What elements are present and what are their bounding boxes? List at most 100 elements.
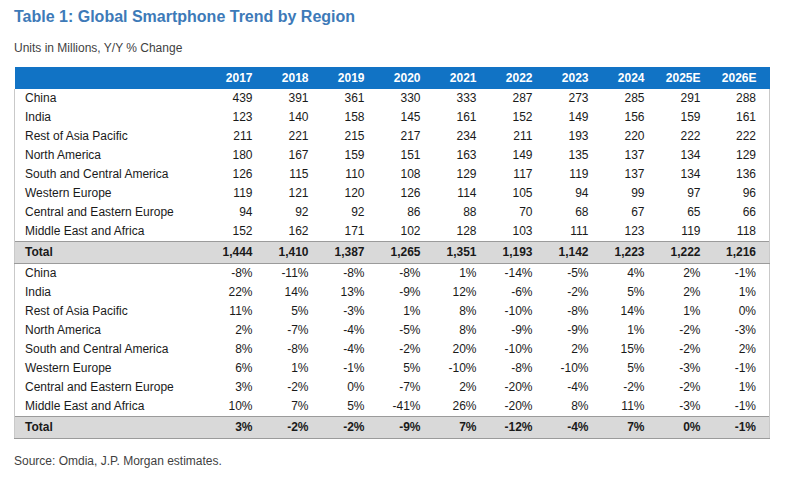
cell-value: 129 bbox=[434, 165, 490, 184]
cell-value: 134 bbox=[658, 146, 714, 165]
table-row: South and Central America126115110108129… bbox=[15, 165, 770, 184]
cell-value: -9% bbox=[546, 321, 602, 340]
table-row: Western Europe11912112012611410594999796 bbox=[15, 184, 770, 203]
table-row: China-8%-11%-8%-8%1%-14%-5%4%2%-1% bbox=[15, 264, 770, 284]
cell-value: -4% bbox=[322, 321, 378, 340]
cell-value: -2% bbox=[602, 378, 658, 397]
cell-value: -4% bbox=[322, 340, 378, 359]
cell-value: 14% bbox=[602, 302, 658, 321]
table-title: Table 1: Global Smartphone Trend by Regi… bbox=[14, 7, 795, 26]
table-subtitle: Units in Millions, Y/Y % Change bbox=[14, 41, 795, 55]
cell-value: 26% bbox=[434, 397, 490, 417]
cell-value: 215 bbox=[322, 127, 378, 146]
row-label: China bbox=[15, 264, 210, 284]
cell-value: -9% bbox=[378, 417, 434, 439]
cell-value: 20% bbox=[434, 340, 490, 359]
row-label: South and Central America bbox=[15, 165, 210, 184]
header-year-cell: 2025E bbox=[658, 67, 714, 89]
cell-value: 8% bbox=[434, 302, 490, 321]
cell-value: 14% bbox=[266, 283, 322, 302]
cell-value: -5% bbox=[546, 264, 602, 284]
cell-value: 211 bbox=[490, 127, 546, 146]
cell-value: 1% bbox=[714, 378, 770, 397]
cell-value: -20% bbox=[490, 378, 546, 397]
table-row: Rest of Asia Pacific11%5%-3%1%8%-10%-8%1… bbox=[15, 302, 770, 321]
cell-value: 8% bbox=[546, 397, 602, 417]
cell-value: 3% bbox=[210, 417, 266, 439]
cell-value: -2% bbox=[546, 283, 602, 302]
cell-value: 161 bbox=[434, 108, 490, 127]
cell-value: 92 bbox=[266, 203, 322, 222]
cell-value: 2% bbox=[658, 264, 714, 284]
cell-value: 222 bbox=[714, 127, 770, 146]
cell-value: 123 bbox=[602, 222, 658, 242]
cell-value: 159 bbox=[322, 146, 378, 165]
cell-value: -2% bbox=[658, 321, 714, 340]
cell-value: -1% bbox=[714, 264, 770, 284]
cell-value: 70 bbox=[490, 203, 546, 222]
cell-value: 234 bbox=[434, 127, 490, 146]
cell-value: -20% bbox=[490, 397, 546, 417]
cell-value: -11% bbox=[266, 264, 322, 284]
cell-value: 2% bbox=[210, 321, 266, 340]
cell-value: 22% bbox=[210, 283, 266, 302]
cell-value: 2% bbox=[546, 340, 602, 359]
cell-value: 1,222 bbox=[658, 242, 714, 264]
cell-value: 119 bbox=[658, 222, 714, 242]
cell-value: 1,142 bbox=[546, 242, 602, 264]
cell-value: -2% bbox=[322, 417, 378, 439]
cell-value: 1,410 bbox=[266, 242, 322, 264]
cell-value: -7% bbox=[266, 321, 322, 340]
table-row: Central and Eastern Europe94929286887068… bbox=[15, 203, 770, 222]
cell-value: 114 bbox=[434, 184, 490, 203]
cell-value: -3% bbox=[658, 397, 714, 417]
cell-value: 1% bbox=[658, 302, 714, 321]
table-row: India22%14%13%-9%12%-6%-2%5%2%1% bbox=[15, 283, 770, 302]
cell-value: 7% bbox=[434, 417, 490, 439]
cell-value: 86 bbox=[378, 203, 434, 222]
cell-value: 119 bbox=[210, 184, 266, 203]
cell-value: 151 bbox=[378, 146, 434, 165]
row-label: North America bbox=[15, 146, 210, 165]
cell-value: 96 bbox=[714, 184, 770, 203]
cell-value: 0% bbox=[658, 417, 714, 439]
cell-value: 92 bbox=[322, 203, 378, 222]
cell-value: 287 bbox=[490, 89, 546, 108]
cell-value: -8% bbox=[266, 340, 322, 359]
cell-value: 0% bbox=[322, 378, 378, 397]
cell-value: 99 bbox=[602, 184, 658, 203]
table-row: Middle East and Africa10%7%5%-41%26%-20%… bbox=[15, 397, 770, 417]
smartphone-trend-table: 201720182019202020212022202320242025E202… bbox=[14, 67, 770, 439]
cell-value: 1,444 bbox=[210, 242, 266, 264]
cell-value: 126 bbox=[210, 165, 266, 184]
table-row: Rest of Asia Pacific21122121521723421119… bbox=[15, 127, 770, 146]
row-label: Central and Eastern Europe bbox=[15, 203, 210, 222]
cell-value: 88 bbox=[434, 203, 490, 222]
cell-value: 2% bbox=[714, 340, 770, 359]
cell-value: 391 bbox=[266, 89, 322, 108]
header-year-cell: 2017 bbox=[210, 67, 266, 89]
cell-value: 167 bbox=[266, 146, 322, 165]
cell-value: 97 bbox=[658, 184, 714, 203]
cell-value: -10% bbox=[434, 359, 490, 378]
cell-value: 161 bbox=[714, 108, 770, 127]
cell-value: -7% bbox=[378, 378, 434, 397]
cell-value: 137 bbox=[602, 165, 658, 184]
cell-value: 291 bbox=[658, 89, 714, 108]
cell-value: 5% bbox=[602, 359, 658, 378]
cell-value: 1% bbox=[266, 359, 322, 378]
cell-value: -8% bbox=[210, 264, 266, 284]
cell-value: 2% bbox=[434, 378, 490, 397]
cell-value: 162 bbox=[266, 222, 322, 242]
row-label: Western Europe bbox=[15, 359, 210, 378]
table-row: Central and Eastern Europe3%-2%0%-7%2%-2… bbox=[15, 378, 770, 397]
cell-value: 3% bbox=[210, 378, 266, 397]
cell-value: 1,223 bbox=[602, 242, 658, 264]
cell-value: 0% bbox=[714, 302, 770, 321]
cell-value: -9% bbox=[490, 321, 546, 340]
cell-value: 129 bbox=[714, 146, 770, 165]
row-label: Western Europe bbox=[15, 184, 210, 203]
cell-value: 1,351 bbox=[434, 242, 490, 264]
row-label: Rest of Asia Pacific bbox=[15, 302, 210, 321]
header-row: 201720182019202020212022202320242025E202… bbox=[15, 67, 770, 89]
